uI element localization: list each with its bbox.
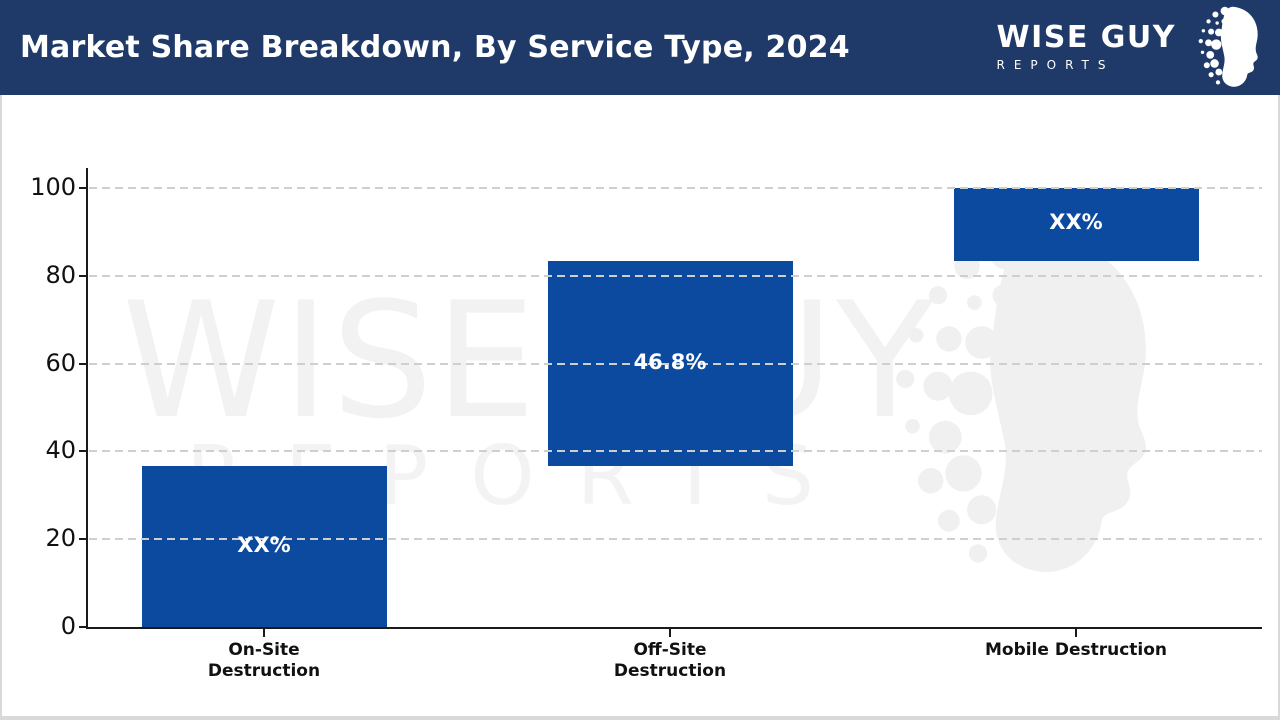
- y-tick-label: 60: [45, 348, 76, 377]
- y-axis-line: [86, 168, 88, 629]
- wiseguy-reports-label: REPORTS: [996, 58, 1115, 72]
- gridline-80: [89, 274, 1262, 277]
- x-tickmark: [1075, 629, 1077, 637]
- y-tickmark: [79, 450, 88, 453]
- x-category-label: Off-Site Destruction: [613, 640, 727, 681]
- y-tickmark: [79, 538, 88, 541]
- watermark-wordmark: WISE GUY: [122, 267, 936, 454]
- wiseguy-logo-text: WISE GUY REPORTS: [996, 20, 1176, 73]
- gridline-60: [89, 362, 1262, 365]
- y-tick-label: 100: [30, 173, 76, 201]
- page-border-right: [1278, 95, 1280, 720]
- gridline-20: [89, 538, 1262, 541]
- x-tickmark: [263, 629, 265, 637]
- y-tick-label: 20: [45, 524, 76, 553]
- wiseguy-wordmark: WISE GUY: [996, 20, 1176, 55]
- bar-1: [141, 466, 387, 627]
- x-axis-line: [86, 627, 1262, 629]
- wiseguy-logo: WISE GUY REPORTS: [996, 5, 1266, 91]
- chart-title: Market Share Breakdown, By Service Type,…: [20, 30, 850, 65]
- y-tickmark: [79, 626, 88, 628]
- bar-value-label: XX%: [1049, 210, 1103, 235]
- x-category-label: Mobile Destruction: [984, 640, 1168, 660]
- x-category-label: On-Site Destruction: [207, 640, 321, 681]
- y-tickmark: [79, 274, 88, 277]
- y-tick-label: 80: [45, 260, 76, 289]
- y-tickmark: [79, 187, 88, 189]
- header-bar: Market Share Breakdown, By Service Type,…: [0, 0, 1280, 95]
- y-tick-label: 40: [45, 436, 76, 465]
- wiseguy-head-icon: [1198, 6, 1258, 87]
- gridline-100: [89, 187, 1262, 189]
- y-tickmark: [79, 362, 88, 365]
- page-border-left: [0, 95, 2, 720]
- x-tickmark: [669, 629, 671, 637]
- bar-value-label: XX%: [237, 532, 291, 557]
- page-border-bottom: [0, 716, 1280, 720]
- gridline-40: [89, 450, 1262, 453]
- bar-value-label: 46.8%: [633, 349, 707, 374]
- bar-3: [953, 188, 1199, 261]
- y-tick-label: 0: [60, 612, 76, 640]
